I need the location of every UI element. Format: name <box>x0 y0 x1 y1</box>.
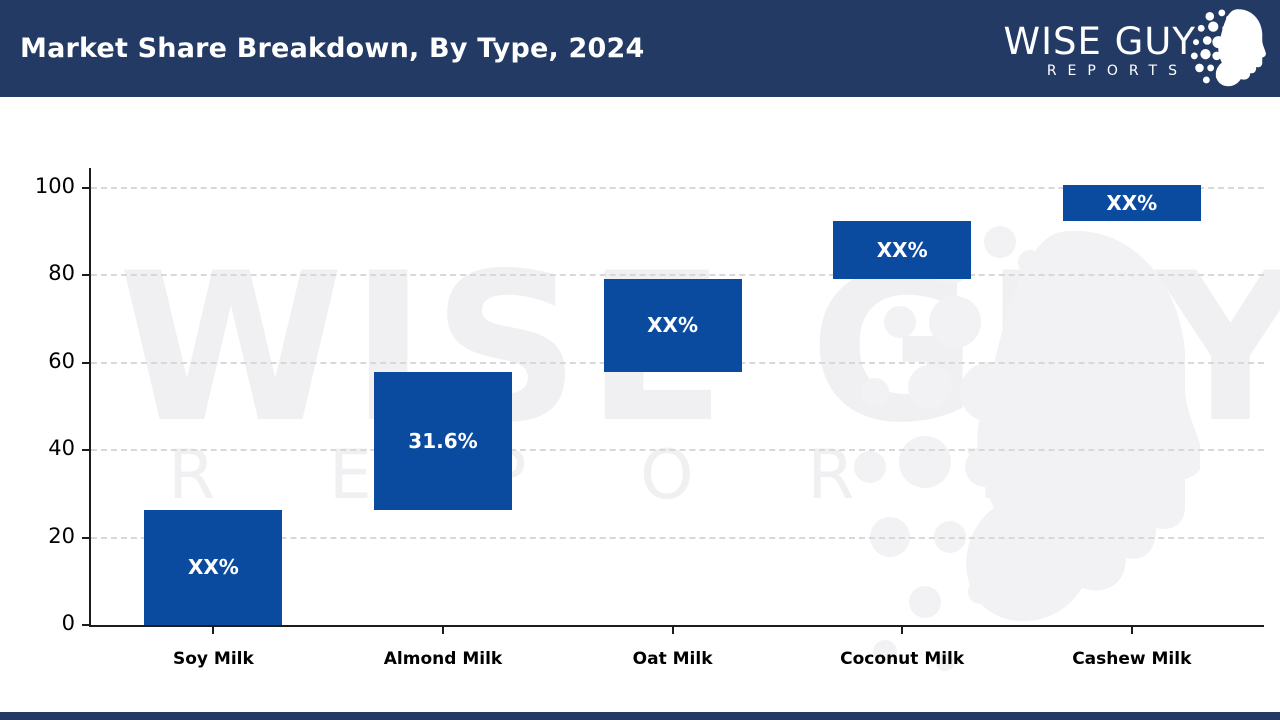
y-tick-mark <box>82 624 89 626</box>
bar-segment: XX% <box>833 221 972 280</box>
logo-head-icon <box>1190 9 1266 87</box>
y-tick-label: 0 <box>61 611 75 635</box>
x-tick-label: Cashew Milk <box>1072 649 1192 669</box>
header-bar: Market Share Breakdown, By Type, 2024 WI… <box>0 0 1280 97</box>
bar-value-label: 31.6% <box>408 428 478 453</box>
x-tick-mark <box>442 627 444 634</box>
bar-segment: XX% <box>144 509 283 625</box>
y-tick-mark <box>82 536 89 539</box>
wise-guy-reports-logo: WISE GUY REPORTS <box>1004 0 1274 97</box>
gridline <box>91 536 1264 539</box>
y-tick-label: 100 <box>34 173 75 198</box>
logo-text-reports: REPORTS <box>1046 63 1188 79</box>
gridline <box>91 449 1264 452</box>
footer-bar <box>0 712 1280 720</box>
x-tick-mark <box>1130 627 1133 634</box>
bar-segment: XX% <box>1062 185 1201 222</box>
gridline <box>91 274 1264 277</box>
x-tick-label: Coconut Milk <box>840 649 965 669</box>
x-tick-label: Almond Milk <box>383 649 503 669</box>
logo-text-wise-guy: WISE GUY <box>1003 20 1196 63</box>
bar-value-label: XX% <box>647 313 699 338</box>
bar-value-label: XX% <box>876 238 928 263</box>
bar-segment: XX% <box>603 279 742 372</box>
gridline <box>91 186 1264 189</box>
x-tick-mark <box>212 627 215 634</box>
x-tick-mark <box>901 627 904 634</box>
y-tick-mark <box>82 449 89 452</box>
y-tick-mark <box>82 186 89 189</box>
y-tick-label: 80 <box>48 261 75 286</box>
y-tick-mark <box>82 361 89 364</box>
page-title: Market Share Breakdown, By Type, 2024 <box>20 33 645 64</box>
bar-value-label: XX% <box>187 555 239 580</box>
y-tick-label: 20 <box>48 523 75 548</box>
y-tick-mark <box>82 274 89 277</box>
y-tick-label: 60 <box>48 348 75 373</box>
bar-segment: 31.6% <box>374 371 512 510</box>
x-tick-label: Oat Milk <box>632 649 713 669</box>
plot-area: 0 20 40 60 80 100 Soy Milk Almond Milk Oat Milk C… <box>35 168 1264 669</box>
bar-value-label: XX% <box>1106 191 1158 216</box>
x-tick-label: Soy Milk <box>172 649 254 669</box>
y-tick-label: 40 <box>48 436 75 461</box>
x-tick-mark <box>671 627 674 634</box>
